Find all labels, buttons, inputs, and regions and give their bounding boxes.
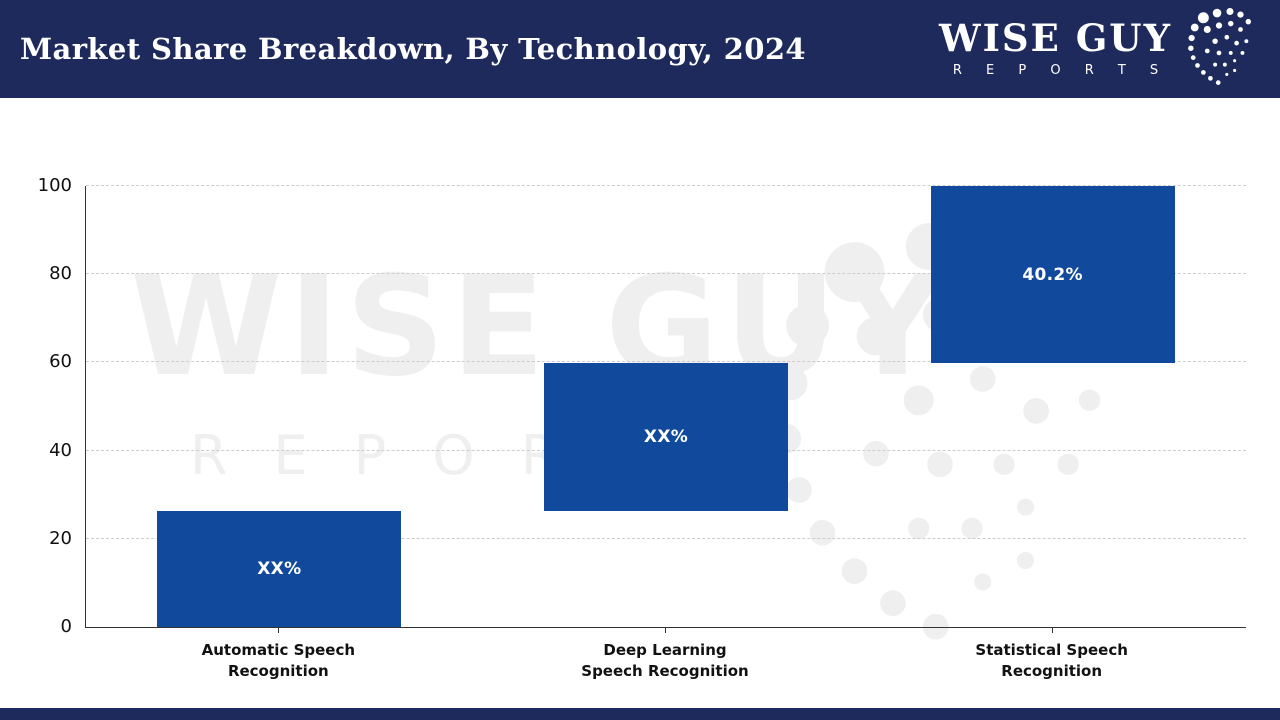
bar-value-label: 40.2% <box>1022 264 1083 285</box>
bar-segment: 40.2% <box>930 186 1175 364</box>
y-tick-label: 80 <box>49 263 72 285</box>
chart: 0 20 40 60 80 100 XX% XX% 40.2% Automatic Speec… <box>0 98 1280 708</box>
x-category-label: Statistical Speech Recognition <box>902 640 1202 682</box>
gridline <box>86 537 1246 539</box>
x-category-line: Speech Recognition <box>581 662 749 680</box>
y-tick-label: 40 <box>49 439 72 461</box>
x-category-line: Deep Learning <box>603 641 727 659</box>
y-axis: 0 20 40 60 80 100 <box>0 175 80 637</box>
y-tick-label: 0 <box>60 616 72 637</box>
page-title: Market Share Breakdown, By Technology, 2… <box>20 32 806 66</box>
x-category-line: Statistical Speech <box>975 641 1128 659</box>
logo-wordmark: WISE GUY <box>939 16 1172 60</box>
y-tick-label: 60 <box>49 351 72 373</box>
y-tick-label: 20 <box>49 527 72 549</box>
wiseguy-head-icon <box>1188 7 1252 85</box>
bar-segment: XX% <box>544 363 788 512</box>
wiseguy-logo: WISE GUY R E P O R T S <box>939 6 1262 92</box>
x-tick <box>278 627 280 633</box>
bar-value-label: XX% <box>257 559 302 580</box>
gridline <box>86 273 1246 275</box>
x-category-line: Automatic Speech <box>201 641 356 659</box>
footer-bar <box>0 708 1280 720</box>
bar-segment: XX% <box>157 511 402 627</box>
x-tick <box>1051 627 1053 633</box>
x-category-line: Recognition <box>227 662 329 680</box>
gridline <box>86 361 1246 363</box>
gridline <box>86 185 1246 186</box>
bar-value-label: XX% <box>643 427 689 448</box>
chart-canvas: WISE GUY REPORTS 0 20 40 60 80 100 XX% XX% 40.2… <box>0 98 1280 708</box>
header-bar: Market Share Breakdown, By Technology, 2… <box>0 0 1280 98</box>
x-tick <box>665 627 666 633</box>
x-category-label: Automatic Speech Recognition <box>128 640 428 682</box>
x-category-line: Recognition <box>1001 662 1103 680</box>
logo-subtitle: R E P O R T S <box>952 63 1169 78</box>
wiseguy-logo-text: WISE GUY R E P O R T S <box>939 16 1172 79</box>
x-category-label: Deep Learning Speech Recognition <box>515 640 815 682</box>
plot-area: XX% XX% 40.2% <box>85 185 1246 628</box>
x-axis: Automatic Speech Recognition Deep Learning… <box>85 627 1245 707</box>
y-tick-label: 100 <box>37 175 72 196</box>
